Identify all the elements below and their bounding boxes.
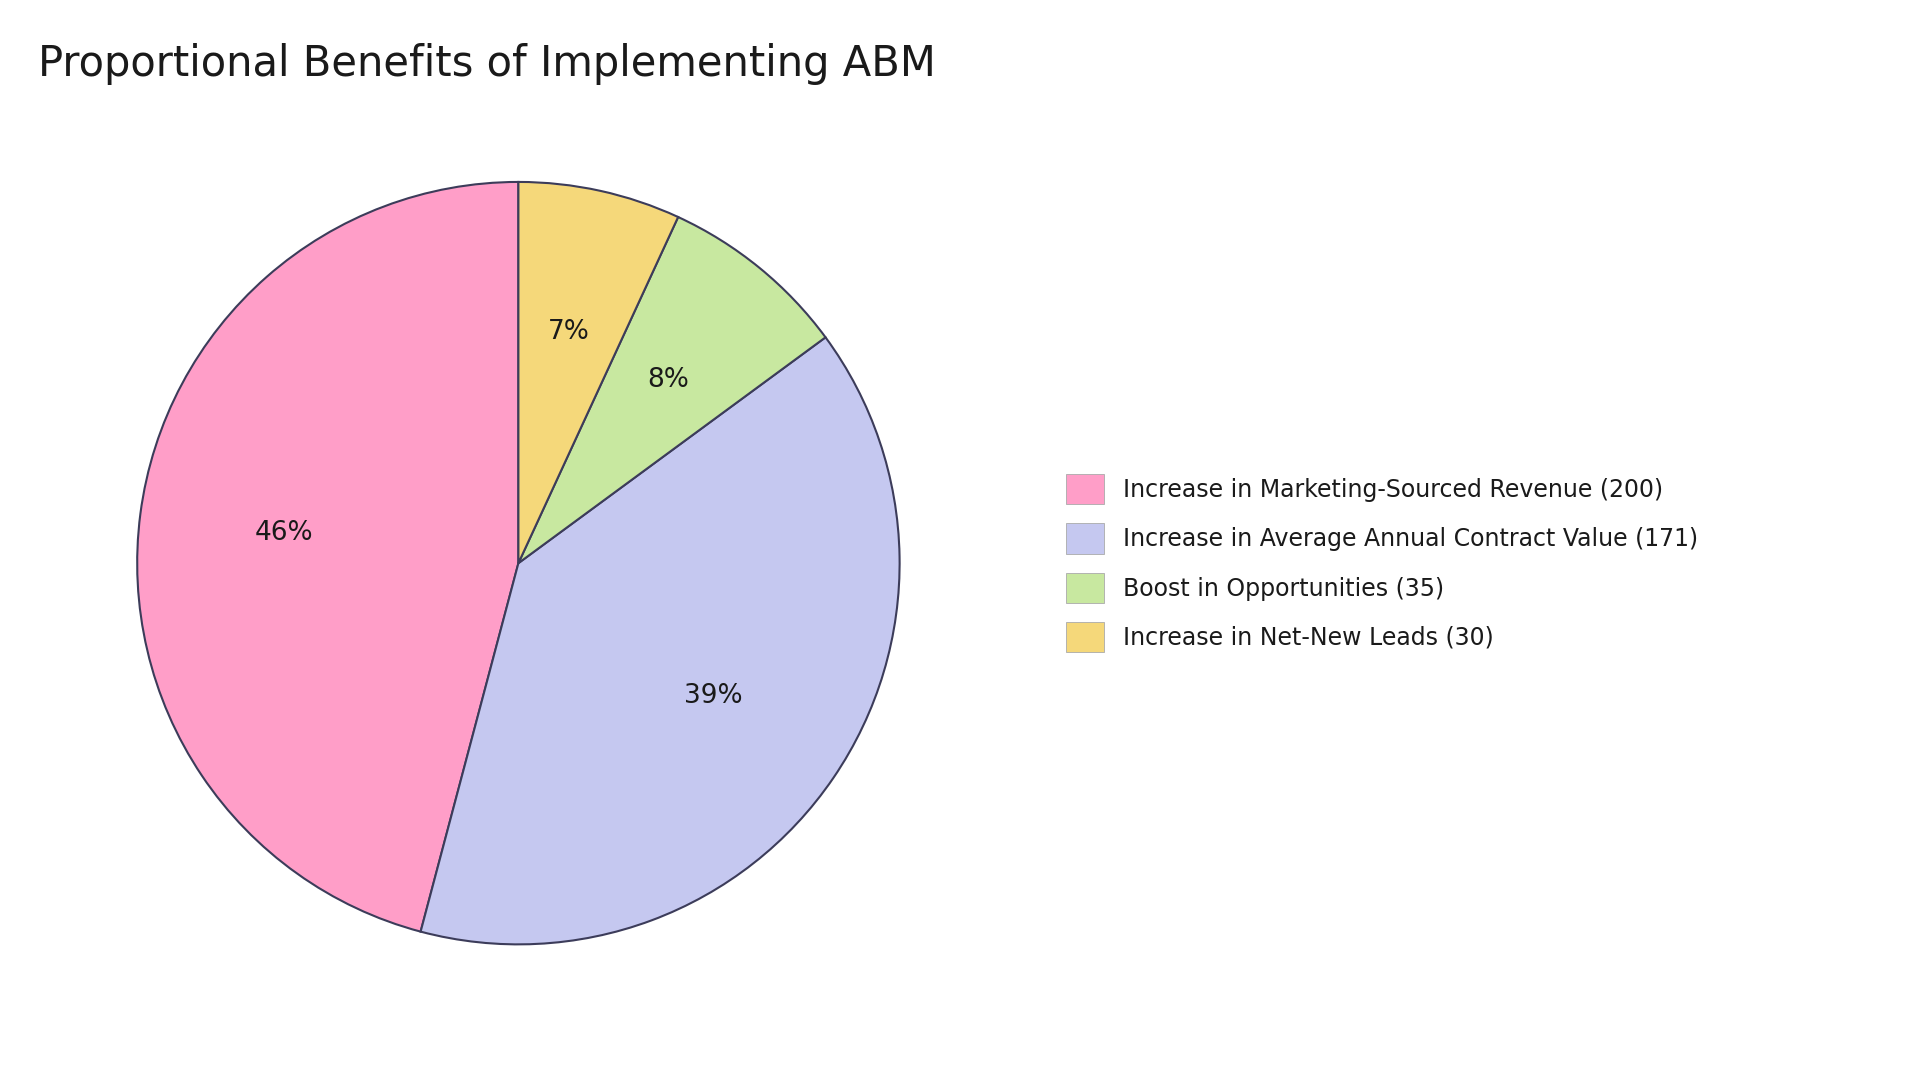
Text: 46%: 46% [255, 520, 313, 546]
Text: 8%: 8% [647, 367, 689, 393]
Text: Proportional Benefits of Implementing ABM: Proportional Benefits of Implementing AB… [38, 43, 937, 86]
Wedge shape [136, 182, 518, 931]
Wedge shape [518, 182, 678, 563]
Wedge shape [420, 337, 900, 944]
Text: 7%: 7% [547, 319, 589, 345]
Wedge shape [518, 217, 826, 563]
Text: 39%: 39% [684, 683, 743, 709]
Legend: Increase in Marketing-Sourced Revenue (200), Increase in Average Annual Contract: Increase in Marketing-Sourced Revenue (2… [1054, 462, 1711, 664]
